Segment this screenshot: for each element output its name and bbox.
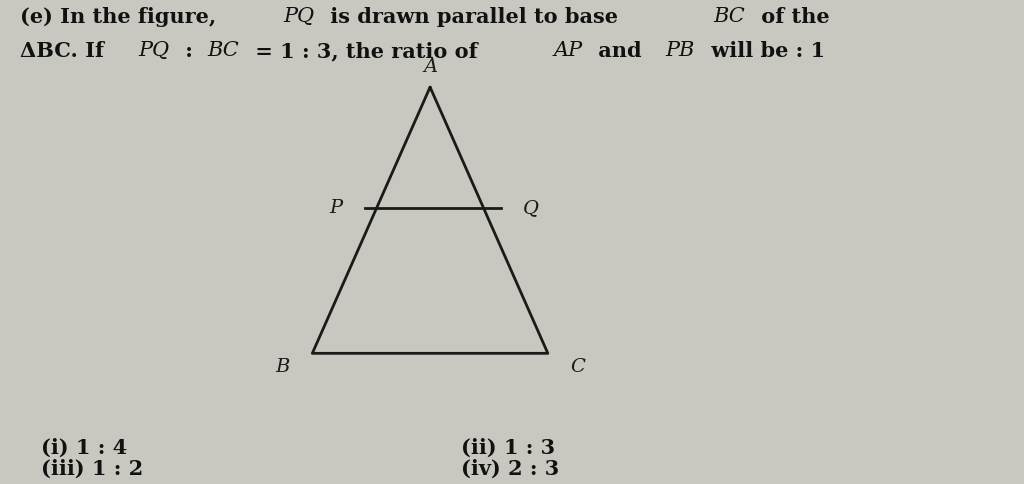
Text: = 1 : 3, the ratio of: = 1 : 3, the ratio of <box>248 41 484 61</box>
Text: (e) In the figure,: (e) In the figure, <box>20 7 224 27</box>
Text: and: and <box>591 41 649 61</box>
Text: will be : 1: will be : 1 <box>703 41 824 61</box>
Text: B: B <box>275 358 290 376</box>
Text: (iii) 1 : 2: (iii) 1 : 2 <box>41 459 143 479</box>
Text: P: P <box>329 199 342 217</box>
Text: C: C <box>570 358 586 376</box>
Text: :: : <box>178 41 201 61</box>
Text: BC: BC <box>207 41 239 60</box>
Text: PQ: PQ <box>138 41 169 60</box>
Text: is drawn parallel to base: is drawn parallel to base <box>323 7 626 27</box>
Text: PQ: PQ <box>283 7 314 26</box>
Text: A: A <box>423 59 437 76</box>
Text: AP: AP <box>554 41 583 60</box>
Text: (ii) 1 : 3: (ii) 1 : 3 <box>461 438 555 457</box>
Text: Q: Q <box>523 199 540 217</box>
Text: (i) 1 : 4: (i) 1 : 4 <box>41 438 127 457</box>
Text: (iv) 2 : 3: (iv) 2 : 3 <box>461 459 559 479</box>
Text: BC: BC <box>713 7 744 26</box>
Text: ΔBC. If: ΔBC. If <box>20 41 112 61</box>
Text: of the: of the <box>754 7 829 27</box>
Text: PB: PB <box>666 41 695 60</box>
